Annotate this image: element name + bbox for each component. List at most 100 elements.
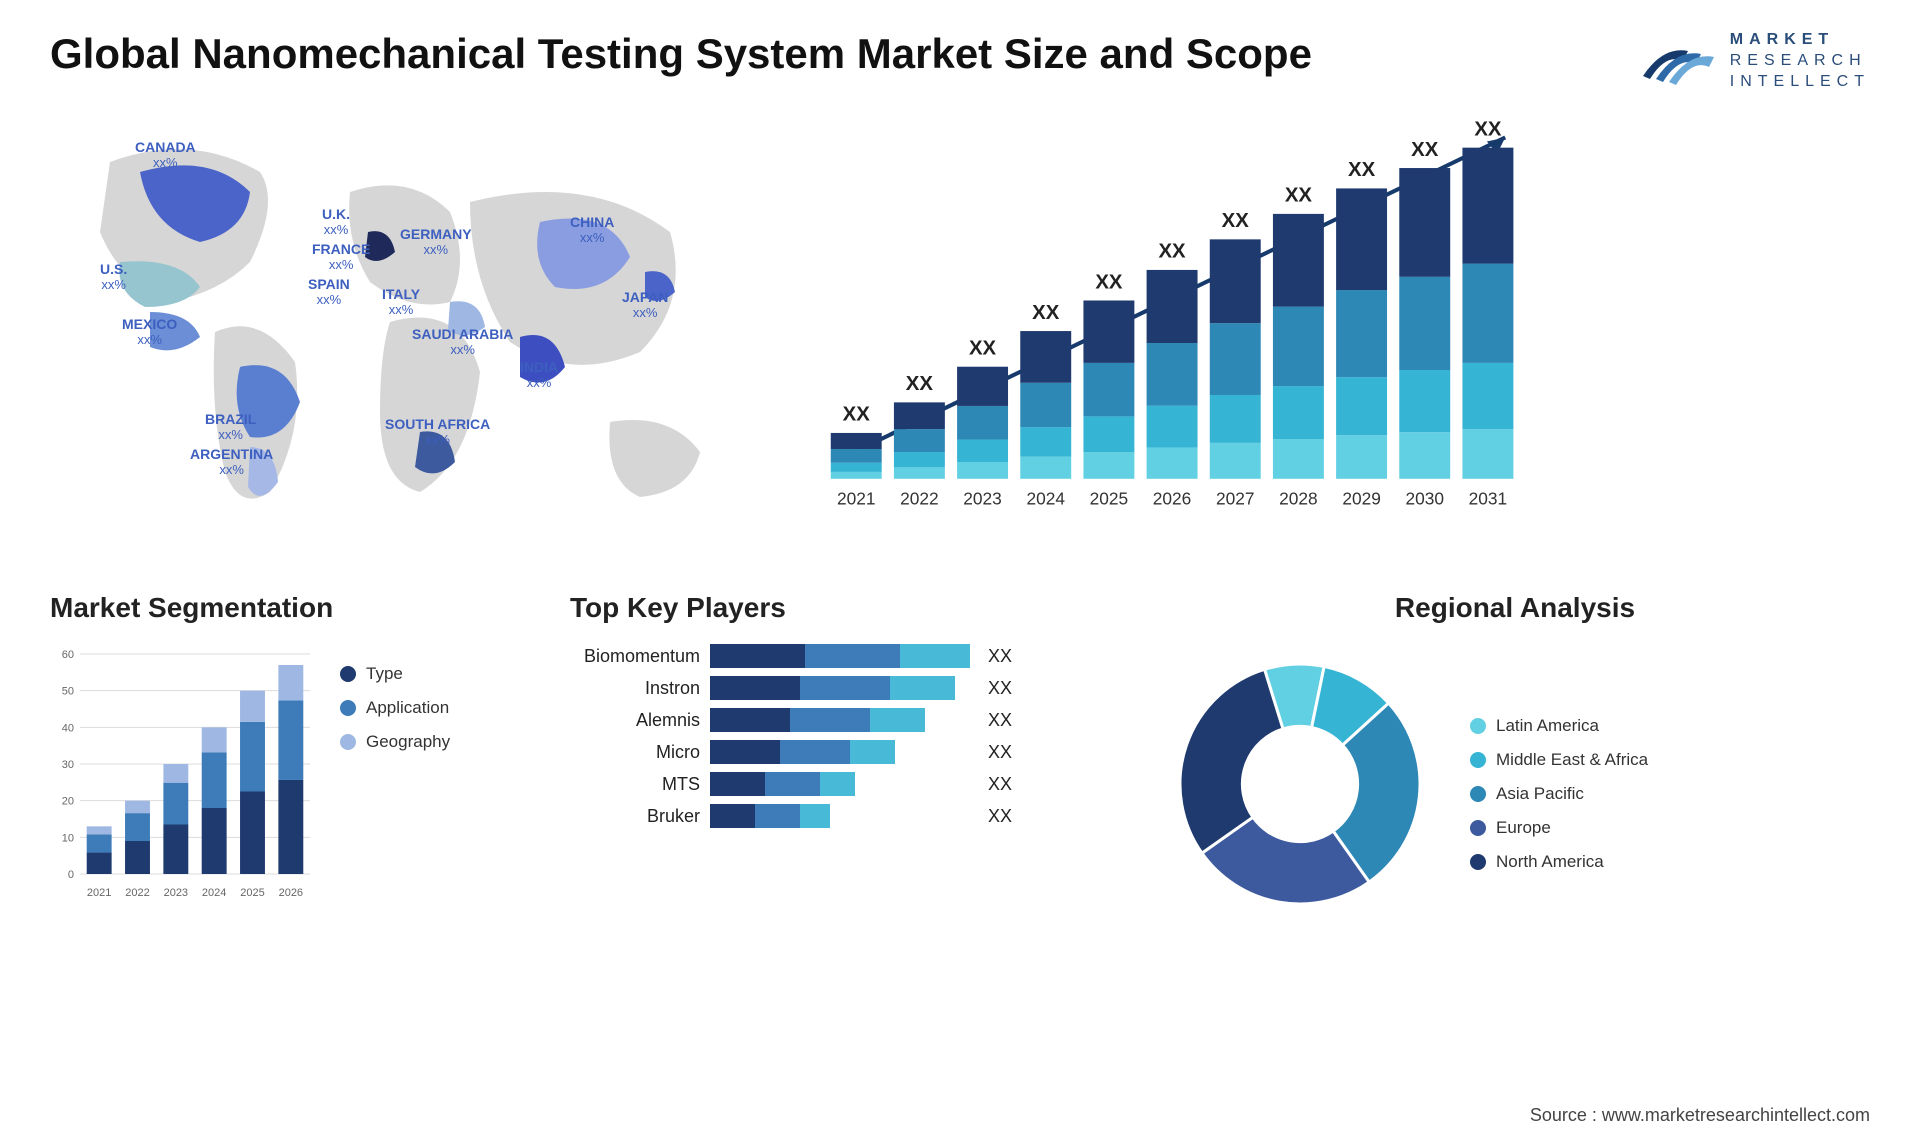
brand-logo: MARKET RESEARCH INTELLECT: [1638, 30, 1870, 92]
player-row: Bruker XX: [570, 804, 1130, 828]
legend-item: Type: [340, 664, 450, 684]
svg-text:2031: 2031: [1469, 489, 1508, 509]
svg-text:XX: XX: [1032, 302, 1060, 324]
svg-text:XX: XX: [1285, 185, 1313, 207]
player-value: XX: [988, 774, 1012, 795]
legend-item: Latin America: [1470, 716, 1648, 736]
player-row: Micro XX: [570, 740, 1130, 764]
legend-item: Application: [340, 698, 450, 718]
regional-analysis-section: Regional Analysis Latin America Middle Ea…: [1160, 592, 1870, 924]
player-value: XX: [988, 742, 1012, 763]
logo-line-2: RESEARCH: [1730, 51, 1870, 72]
segmentation-legend: Type Application Geography: [340, 644, 450, 904]
player-value: XX: [988, 710, 1012, 731]
map-country-label: ARGENTINAxx%: [190, 447, 273, 477]
player-name: Alemnis: [570, 710, 700, 731]
player-bar: [710, 804, 970, 828]
world-map: CANADAxx% U.S.xx% MEXICOxx% BRAZILxx% ARGENT…: [50, 112, 750, 532]
svg-text:2022: 2022: [125, 887, 149, 899]
player-row: Instron XX: [570, 676, 1130, 700]
player-row: Biomomentum XX: [570, 644, 1130, 668]
player-name: MTS: [570, 774, 700, 795]
player-bar: [710, 740, 970, 764]
map-country-label: ITALYxx%: [382, 287, 420, 317]
map-country-label: GERMANYxx%: [400, 227, 472, 257]
market-segmentation-section: Market Segmentation 0 10 20 30 40 50 60 2021 202…: [50, 592, 540, 924]
svg-text:2029: 2029: [1342, 489, 1381, 509]
svg-text:2024: 2024: [1026, 489, 1065, 509]
svg-text:2027: 2027: [1216, 489, 1255, 509]
svg-text:XX: XX: [906, 374, 934, 396]
svg-text:XX: XX: [1095, 272, 1123, 294]
legend-item: Europe: [1470, 818, 1648, 838]
svg-text:XX: XX: [1158, 241, 1186, 263]
svg-text:2026: 2026: [1153, 489, 1192, 509]
svg-text:10: 10: [62, 833, 74, 845]
player-name: Biomomentum: [570, 646, 700, 667]
svg-text:XX: XX: [969, 338, 997, 360]
player-row: MTS XX: [570, 772, 1130, 796]
svg-text:0: 0: [68, 869, 74, 881]
legend-item: Geography: [340, 732, 450, 752]
svg-text:2021: 2021: [837, 489, 876, 509]
player-name: Micro: [570, 742, 700, 763]
legend-item: Asia Pacific: [1470, 784, 1648, 804]
svg-text:2028: 2028: [1279, 489, 1318, 509]
regional-title: Regional Analysis: [1160, 592, 1870, 624]
logo-swoosh-icon: [1638, 31, 1718, 91]
svg-text:XX: XX: [1411, 139, 1439, 161]
svg-text:20: 20: [62, 796, 74, 808]
segmentation-chart: 0 10 20 30 40 50 60 2021 2022 2023 2024 2025 2026: [50, 644, 320, 904]
svg-text:XX: XX: [1222, 211, 1250, 233]
logo-line-3: INTELLECT: [1730, 72, 1870, 93]
legend-item: Middle East & Africa: [1470, 750, 1648, 770]
svg-text:2023: 2023: [164, 887, 188, 899]
svg-text:2022: 2022: [900, 489, 939, 509]
map-country-label: FRANCExx%: [312, 242, 370, 272]
player-bar: [710, 644, 970, 668]
svg-text:2030: 2030: [1405, 489, 1444, 509]
svg-text:60: 60: [62, 649, 74, 661]
player-name: Bruker: [570, 806, 700, 827]
player-name: Instron: [570, 678, 700, 699]
svg-text:2025: 2025: [240, 887, 264, 899]
map-country-label: JAPANxx%: [622, 290, 668, 320]
map-country-label: U.K.xx%: [322, 207, 350, 237]
map-country-label: BRAZILxx%: [205, 412, 256, 442]
legend-item: North America: [1470, 852, 1648, 872]
map-country-label: CHINAxx%: [570, 215, 614, 245]
segmentation-title: Market Segmentation: [50, 592, 540, 624]
player-value: XX: [988, 646, 1012, 667]
player-bar: [710, 708, 970, 732]
svg-text:2026: 2026: [279, 887, 303, 899]
map-country-label: SPAINxx%: [308, 277, 350, 307]
svg-text:2023: 2023: [963, 489, 1002, 509]
svg-text:30: 30: [62, 759, 74, 771]
svg-text:40: 40: [62, 723, 74, 735]
player-value: XX: [988, 806, 1012, 827]
map-country-label: SAUDI ARABIAxx%: [412, 327, 513, 357]
player-row: Alemnis XX: [570, 708, 1130, 732]
growth-chart: XX 2021 XX 2022 XX 2023 XX 2024 XX 2025 XX 2026 XX 20…: [790, 112, 1870, 532]
player-bar: [710, 772, 970, 796]
logo-line-1: MARKET: [1730, 30, 1870, 51]
regional-legend: Latin America Middle East & Africa Asia Pa…: [1470, 696, 1648, 872]
map-country-label: U.S.xx%: [100, 262, 127, 292]
regional-donut-chart: [1160, 644, 1440, 924]
map-country-label: CANADAxx%: [135, 140, 196, 170]
map-country-label: MEXICOxx%: [122, 317, 177, 347]
map-country-label: INDIAxx%: [520, 360, 558, 390]
player-value: XX: [988, 678, 1012, 699]
svg-text:50: 50: [62, 686, 74, 698]
page-title: Global Nanomechanical Testing System Mar…: [50, 30, 1312, 78]
player-bar: [710, 676, 970, 700]
svg-text:XX: XX: [1474, 119, 1502, 141]
svg-text:2025: 2025: [1090, 489, 1129, 509]
map-country-label: SOUTH AFRICAxx%: [385, 417, 490, 447]
source-attribution: Source : www.marketresearchintellect.com: [1530, 1105, 1870, 1126]
svg-text:XX: XX: [843, 404, 871, 426]
players-title: Top Key Players: [570, 592, 1130, 624]
svg-text:XX: XX: [1348, 160, 1376, 182]
svg-text:2024: 2024: [202, 887, 226, 899]
svg-text:2021: 2021: [87, 887, 111, 899]
